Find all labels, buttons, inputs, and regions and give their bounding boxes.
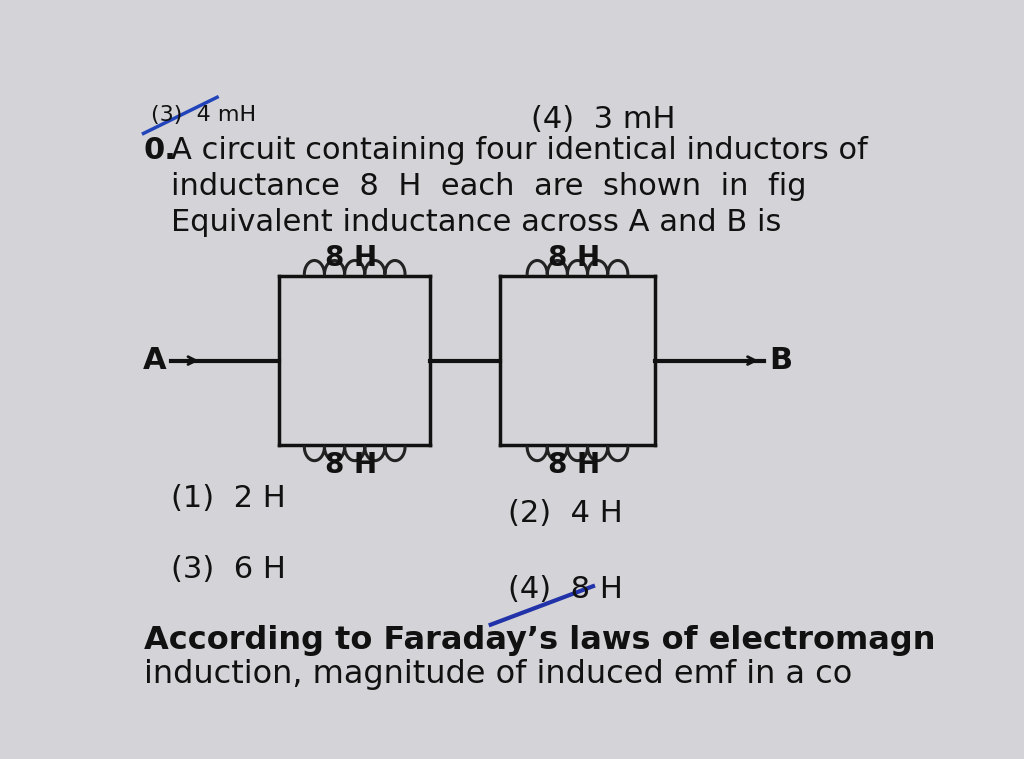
Text: 8 H: 8 H	[325, 452, 377, 480]
Text: 0.: 0.	[143, 136, 176, 165]
Text: inductance  8  H  each  are  shown  in  fig: inductance 8 H each are shown in fig	[171, 172, 806, 201]
Text: (1)  2 H: (1) 2 H	[171, 483, 286, 513]
Text: induction, magnitude of induced emf in a co: induction, magnitude of induced emf in a…	[143, 660, 852, 691]
Text: 8 H: 8 H	[325, 244, 377, 272]
Text: (4)  3 mH: (4) 3 mH	[531, 105, 676, 134]
Text: 8 H: 8 H	[548, 244, 600, 272]
Text: (2)  4 H: (2) 4 H	[508, 499, 623, 528]
Text: Equivalent inductance across A and B is: Equivalent inductance across A and B is	[171, 208, 781, 237]
Text: A: A	[143, 346, 167, 375]
Text: (3)  4 mH: (3) 4 mH	[152, 105, 256, 125]
Text: (4)  8 H: (4) 8 H	[508, 575, 623, 603]
Text: 8 H: 8 H	[548, 452, 600, 480]
Text: A circuit containing four identical inductors of: A circuit containing four identical indu…	[171, 136, 867, 165]
Text: According to Faraday’s laws of electromagn: According to Faraday’s laws of electroma…	[143, 625, 935, 656]
Text: B: B	[770, 346, 793, 375]
Text: (3)  6 H: (3) 6 H	[171, 556, 286, 584]
